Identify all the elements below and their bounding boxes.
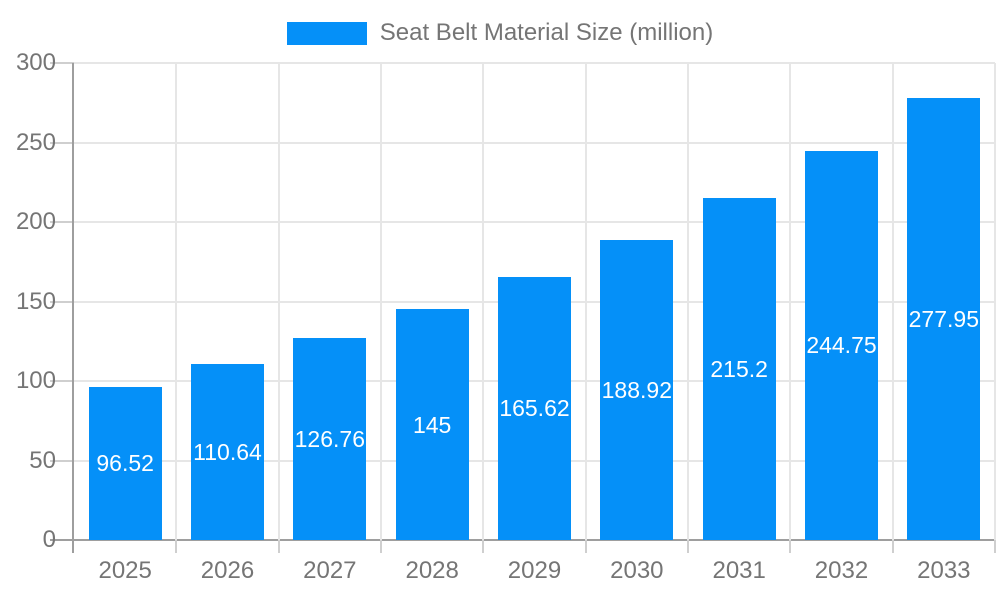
bar-2030[interactable]: 188.92: [600, 239, 674, 540]
bar-2033[interactable]: 277.95: [907, 98, 981, 540]
x-axis-tick: [277, 540, 280, 553]
legend-swatch: [286, 21, 367, 45]
category-gridline: [891, 63, 894, 540]
x-axis-tick: [482, 540, 485, 553]
x-axis-label-2032: 2032: [814, 557, 869, 584]
x-axis-tick: [994, 540, 996, 553]
y-axis-label: 0: [42, 526, 56, 553]
y-axis-tick: [50, 539, 74, 541]
y-axis-label: 150: [15, 287, 56, 315]
bar-value-label: 165.62: [499, 395, 570, 422]
y-axis-label: 250: [15, 128, 56, 156]
y-axis-tick: [50, 459, 74, 462]
x-axis-tick: [789, 540, 792, 553]
y-axis-tick: [50, 380, 74, 382]
y-gridline: [74, 62, 995, 64]
category-gridline: [789, 63, 792, 540]
x-axis-label-2029: 2029: [507, 557, 562, 584]
bar-value-label: 244.75: [806, 332, 877, 359]
y-gridline: [74, 141, 995, 144]
x-axis-baseline: [74, 539, 995, 541]
bar-2029[interactable]: 165.62: [498, 276, 571, 540]
bar-2032[interactable]: 244.75: [805, 150, 878, 540]
y-axis-tick: [50, 221, 74, 223]
legend[interactable]: Seat Belt Material Size (million): [0, 19, 1000, 48]
bar-2028[interactable]: 145: [395, 309, 469, 540]
category-gridline: [687, 63, 689, 540]
bar-2026[interactable]: 110.64: [191, 364, 264, 540]
x-axis-label-2031: 2031: [712, 557, 766, 584]
category-gridline: [277, 63, 280, 540]
category-gridline: [380, 63, 382, 540]
x-axis-label-2027: 2027: [303, 557, 357, 584]
bar-2025[interactable]: 96.52: [88, 386, 162, 540]
x-axis-tick: [380, 540, 382, 553]
x-axis-tick: [687, 540, 689, 553]
bar-2027[interactable]: 126.76: [293, 338, 367, 540]
x-axis-label-2030: 2030: [610, 557, 664, 584]
y-axis-tick: [50, 300, 74, 303]
y-axis-tick: [50, 141, 74, 144]
bar-value-label: 215.2: [710, 355, 768, 382]
x-axis-label-2033: 2033: [917, 557, 971, 584]
legend-label: Seat Belt Material Size (million): [379, 19, 714, 46]
y-axis-label: 100: [15, 367, 56, 394]
x-axis-label-2025: 2025: [98, 557, 152, 584]
y-axis-label: 200: [15, 208, 56, 235]
category-gridline: [482, 63, 485, 540]
bar-value-label: 126.76: [294, 426, 365, 452]
y-axis-label: 300: [15, 49, 56, 76]
bar-value-label: 96.52: [96, 450, 154, 477]
bar-value-label: 110.64: [193, 438, 262, 465]
bar-2031[interactable]: 215.2: [702, 197, 776, 540]
x-axis-label-2028: 2028: [405, 557, 459, 584]
y-axis-tick: [50, 62, 74, 64]
y-axis-label: 50: [29, 446, 56, 474]
y-gridline: [74, 221, 995, 223]
plot-area: 96.52 2025 110.64 2026 126.76 2027 145 2028 165.…: [50, 62, 996, 584]
x-axis-tick: [175, 540, 178, 553]
category-gridline: [584, 63, 587, 540]
x-axis-tick: [584, 540, 587, 553]
category-gridline: [175, 63, 178, 540]
y-axis-line: [72, 63, 74, 553]
category-gridline: [994, 63, 996, 540]
x-axis-label-2026: 2026: [200, 557, 255, 584]
x-axis-tick: [891, 540, 894, 553]
bar-value-label: 145: [412, 411, 452, 438]
bar-value-label: 188.92: [601, 376, 672, 403]
bar-value-label: 277.95: [908, 305, 979, 332]
